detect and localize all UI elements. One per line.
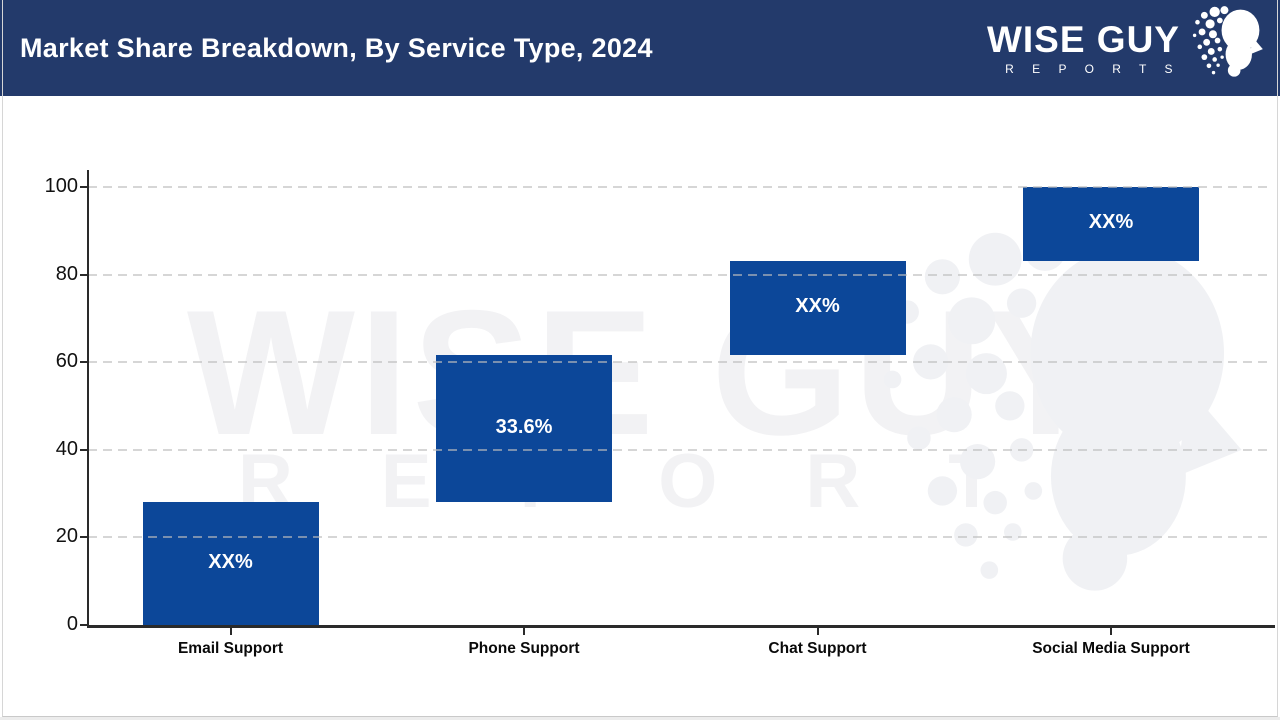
y-tick-mark [80, 536, 88, 539]
page-title: Market Share Breakdown, By Service Type,… [20, 32, 653, 63]
header: Market Share Breakdown, By Service Type,… [0, 0, 1280, 96]
y-axis-line [87, 170, 89, 627]
x-tick-mark [523, 628, 525, 635]
brand-head-icon [1192, 6, 1263, 77]
x-tick-mark [1110, 628, 1112, 635]
bar-value-label: 33.6% [495, 415, 553, 438]
y-tick-label: 20 [55, 525, 78, 548]
x-axis-line [87, 625, 1275, 628]
bar-value-label: XX% [1088, 211, 1134, 234]
bar-value-label: XX% [795, 295, 840, 318]
y-tick-mark [80, 273, 88, 276]
brand-name: WISE GUY [986, 18, 1180, 60]
gridline-80 [88, 273, 1273, 276]
y-tick-mark [80, 448, 88, 451]
bottom-strip [0, 717, 1280, 720]
x-tick-mark [816, 628, 819, 635]
y-tick-mark [80, 186, 88, 188]
bar-phone-support [436, 355, 612, 503]
x-tick-mark [229, 628, 232, 635]
brand-logo-text: WISE GUY R E P O R T S [986, 18, 1180, 76]
x-tick-label: Chat Support [768, 640, 867, 657]
y-tick-label: 100 [44, 175, 78, 197]
y-tick-label: 40 [55, 437, 78, 460]
x-tick-label: Phone Support [468, 640, 580, 657]
gridline-100 [88, 186, 1273, 188]
y-tick-label: 80 [55, 262, 78, 285]
brand-sub: R E P O R T S [1005, 61, 1180, 76]
y-tick-label: 60 [55, 350, 78, 373]
bar-chat-support [729, 261, 906, 356]
gridline-40 [88, 448, 1273, 451]
x-tick-label: Email Support [177, 640, 284, 657]
watermark-wiseguy-text: WISE GUY [186, 273, 1110, 472]
y-tick-label: 0 [66, 613, 78, 635]
bar-value-label: XX% [208, 550, 253, 573]
y-tick-mark [80, 624, 88, 626]
chart-area: WISE GUY REPORTS 0 20 40 60 80 100 XX% Email Su… [0, 96, 1280, 717]
y-tick-mark [80, 361, 88, 364]
bar-social-media-support [1023, 187, 1199, 262]
gridline-60 [88, 361, 1273, 364]
brand-logo: WISE GUY R E P O R T S [987, 5, 1280, 91]
bar-email-support [142, 502, 319, 625]
gridline-20 [88, 536, 1273, 539]
x-tick-label: Social Media Support [1032, 640, 1190, 657]
